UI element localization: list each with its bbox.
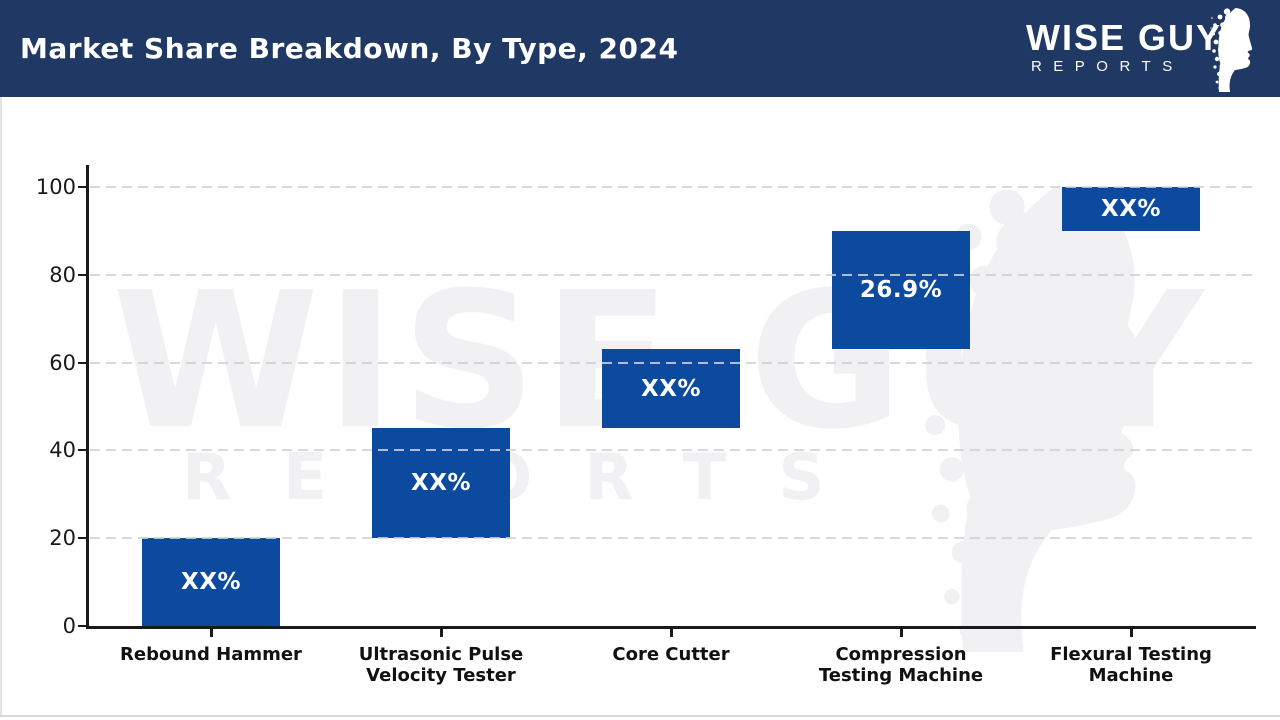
y-tickmark-60 <box>78 361 88 364</box>
y-tick-label-60: 60 <box>49 350 76 375</box>
header-bar: Market Share Breakdown, By Type, 2024 WI… <box>0 0 1280 97</box>
y-tickmark-80 <box>78 273 88 276</box>
y-tick-label-80: 80 <box>49 262 76 287</box>
gridline-100 <box>90 186 1256 188</box>
x-tickmark-4 <box>900 629 903 637</box>
x-tickmark-1 <box>210 629 213 637</box>
logo-head-icon <box>1210 8 1253 92</box>
gridline-40 <box>90 449 1256 452</box>
bar-4: 26.9% <box>832 231 970 350</box>
y-tick-label-40: 40 <box>49 438 76 463</box>
bar-value-label: XX% <box>640 375 701 402</box>
y-tick-label-0: 0 <box>62 614 76 638</box>
logo-subtitle: REPORTS <box>1030 58 1184 75</box>
logo-wordmark: WISE GUY <box>1025 17 1222 58</box>
bottom-divider <box>0 715 1280 717</box>
category-label-5: Flexural Testing Machine <box>1050 644 1212 686</box>
x-axis <box>88 626 1256 629</box>
page-title: Market Share Breakdown, By Type, 2024 <box>20 32 679 65</box>
y-tick-label-20: 20 <box>49 526 76 551</box>
x-tickmark-5 <box>1130 629 1133 637</box>
left-divider <box>0 97 2 715</box>
y-axis <box>86 165 89 629</box>
x-tickmark-3 <box>670 629 673 637</box>
bar-5: XX% <box>1062 187 1200 232</box>
gridline-60 <box>90 361 1256 364</box>
bar-1: XX% <box>142 538 280 626</box>
y-tickmark-100 <box>78 186 88 188</box>
y-tickmark-40 <box>78 449 88 452</box>
category-label-1: Rebound Hammer <box>120 644 302 665</box>
bar-value-label: XX% <box>410 470 471 497</box>
bar-2: XX% <box>372 428 510 539</box>
y-tickmark-20 <box>78 537 88 540</box>
x-tickmark-2 <box>440 629 443 637</box>
gridline-20 <box>90 537 1256 540</box>
watermark-text-reports: REPORTS <box>182 441 877 515</box>
logo-text: WISE GUY REPORTS <box>1025 17 1222 75</box>
bar-value-label: 26.9% <box>859 277 943 304</box>
y-tickmark-0 <box>78 625 88 627</box>
bar-value-label: XX% <box>180 569 241 596</box>
category-label-4: Compression Testing Machine <box>818 644 984 686</box>
category-label-2: Ultrasonic Pulse Velocity Tester <box>358 644 524 686</box>
gridline-80 <box>90 273 1256 276</box>
wise-guy-reports-logo: WISE GUY REPORTS <box>1026 4 1268 92</box>
bar-value-label: XX% <box>1100 196 1161 223</box>
y-tick-label-100: 100 <box>35 175 76 199</box>
category-label-3: Core Cutter <box>612 644 730 665</box>
